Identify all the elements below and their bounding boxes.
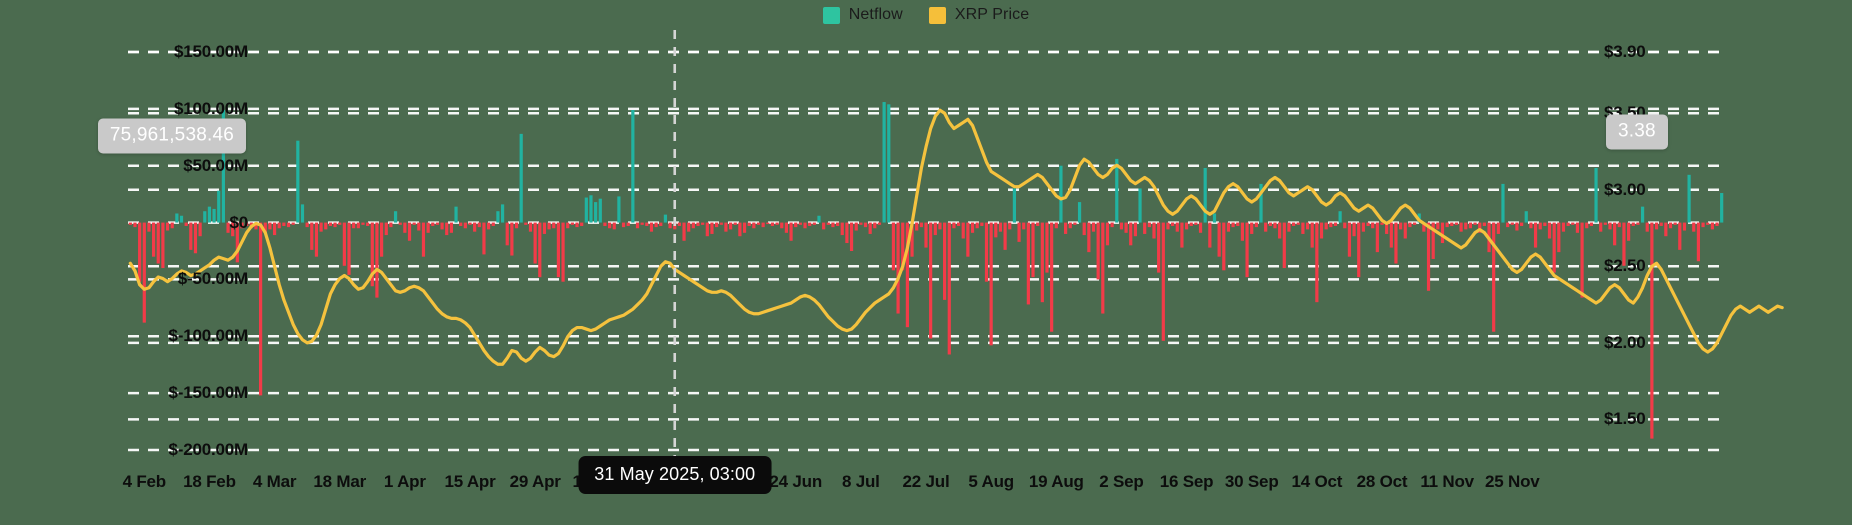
x-tick: 22 Jul bbox=[902, 472, 950, 491]
x-tick: 28 Oct bbox=[1356, 472, 1408, 491]
y-tick-left: $-200.00M bbox=[168, 440, 249, 459]
legend-item-xrp-price[interactable]: XRP Price bbox=[928, 6, 1030, 24]
y-tick-left: $-150.00M bbox=[168, 383, 249, 403]
x-tick: 4 Feb bbox=[122, 472, 167, 491]
plot-wrapper: $150.00M $100.00M $50.00M $0 $-50.00M $-100.0… bbox=[0, 30, 1852, 525]
y-tick-left: $0 bbox=[229, 212, 248, 232]
x-tick: 14 Oct bbox=[1291, 472, 1343, 491]
y-tick-right: $3.00 bbox=[1604, 179, 1646, 199]
crosshair-right-value-badge: 3.38 bbox=[1606, 114, 1668, 150]
y-tick-left: $150.00M bbox=[173, 42, 248, 61]
y-tick-right: $1.50 bbox=[1604, 409, 1646, 429]
x-tick: 11 Nov bbox=[1420, 472, 1474, 491]
chart-legend: Netflow XRP Price bbox=[0, 0, 1852, 30]
x-tick: 4 Mar bbox=[252, 472, 297, 491]
x-tick: 24 Jun bbox=[769, 472, 823, 491]
x-tick: 29 Apr bbox=[509, 472, 561, 491]
y-tick-left: $100.00M bbox=[173, 98, 248, 118]
x-tick: 15 Apr bbox=[444, 472, 496, 491]
x-tick: 1 Apr bbox=[383, 472, 426, 491]
chart-canvas[interactable] bbox=[128, 30, 1784, 456]
legend-swatch-icon bbox=[822, 6, 840, 24]
crosshair-date-badge: 31 May 2025, 03:00 bbox=[578, 456, 772, 494]
y-tick-right: $3.90 bbox=[1604, 42, 1646, 61]
x-tick: 2 Sep bbox=[1099, 472, 1144, 491]
x-tick: 19 Aug bbox=[1028, 472, 1084, 491]
x-tick: 30 Sep bbox=[1224, 472, 1279, 491]
x-tick: 18 Mar bbox=[313, 472, 367, 491]
x-tick: 8 Jul bbox=[841, 472, 880, 491]
legend-swatch-icon bbox=[928, 6, 946, 24]
legend-label-netflow: Netflow bbox=[848, 6, 903, 23]
y-tick-left: $-100.00M bbox=[168, 326, 249, 346]
y-tick-right: $2.00 bbox=[1604, 332, 1646, 352]
x-tick: 25 Nov bbox=[1485, 472, 1540, 491]
x-tick: 5 Aug bbox=[968, 472, 1014, 491]
legend-label-xrp-price: XRP Price bbox=[954, 6, 1030, 23]
x-tick: 16 Sep bbox=[1159, 472, 1214, 491]
legend-item-netflow[interactable]: Netflow bbox=[822, 6, 903, 24]
y-tick-left: $-50.00M bbox=[177, 269, 248, 289]
y-tick-right: $2.50 bbox=[1604, 256, 1646, 276]
y-tick-left: $50.00M bbox=[183, 155, 248, 175]
crosshair-left-value-badge: 75,961,538.46 bbox=[97, 118, 246, 154]
plot-area[interactable]: $150.00M $100.00M $50.00M $0 $-50.00M $-100.0… bbox=[97, 30, 1784, 494]
x-tick: 18 Feb bbox=[183, 472, 236, 491]
